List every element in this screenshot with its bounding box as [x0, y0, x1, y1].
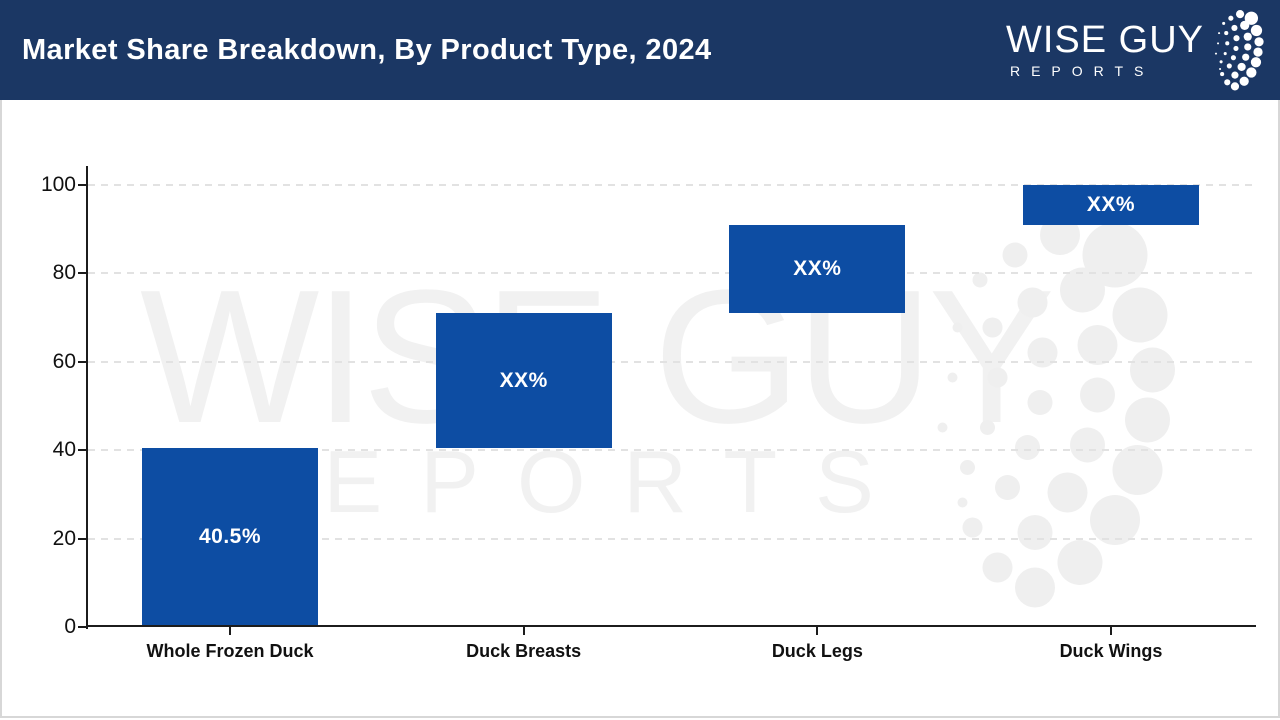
y-axis-line: [86, 166, 88, 629]
bar-Duck Legs: XX%: [729, 224, 906, 314]
gridline-20: [88, 537, 1256, 540]
bar-value-label: XX%: [1086, 192, 1136, 216]
gridline-60: [88, 360, 1256, 363]
y-tick-label: 0: [64, 615, 76, 638]
y-tick-label: 40: [52, 438, 76, 462]
x-axis-line: [86, 625, 1256, 627]
y-axis-tick-60: [78, 360, 88, 363]
y-axis-tick-20: [78, 537, 88, 540]
y-tick-label: 100: [40, 172, 76, 196]
y-axis-tick-80: [78, 272, 88, 275]
header-bar: Market Share Breakdown, By Product Type,…: [0, 0, 1280, 100]
bar-value-label: XX%: [499, 368, 548, 392]
logo-subtitle: REPORTS: [1009, 63, 1155, 79]
bar-value-label: 40.5%: [198, 525, 262, 549]
x-category-label: Duck Legs: [771, 641, 863, 661]
y-axis-tick-100: [78, 183, 88, 186]
logo-wordmark: WISE GUY: [1005, 19, 1204, 61]
card-border-right: [1278, 100, 1280, 718]
bar-Whole Frozen Duck: 40.5%: [142, 447, 318, 627]
watermark-subtitle: REPORTS: [222, 432, 912, 531]
y-tick-label: 60: [52, 349, 76, 373]
x-category-label: Duck Breasts: [466, 641, 582, 661]
bar-value-label: XX%: [793, 256, 842, 280]
x-category-label: Whole Frozen Duck: [146, 641, 314, 661]
bar-Duck Wings: XX%: [1023, 184, 1199, 225]
logo-text: WISE GUY REPORTS: [1006, 21, 1204, 79]
card-border-left: [0, 100, 2, 718]
gridline-80: [88, 272, 1256, 275]
x-axis-tick-1: [522, 627, 525, 635]
y-axis-tick-40: [78, 449, 88, 452]
y-tick-label: 80: [52, 261, 76, 285]
gridline-40: [88, 449, 1256, 452]
card-border-bottom: [0, 716, 1280, 718]
x-category-label: Duck Wings: [1059, 641, 1163, 661]
watermark-face-icon: [937, 215, 1175, 608]
y-tick-label: 20: [52, 526, 76, 550]
x-axis-tick-3: [1110, 627, 1112, 635]
bar-Duck Breasts: XX%: [435, 313, 612, 448]
logo-face-icon: [1214, 10, 1264, 91]
x-axis-tick-0: [229, 627, 231, 635]
chart-title: Market Share Breakdown, By Product Type,…: [22, 33, 712, 66]
gridline-100: [88, 183, 1256, 186]
brand-logo: WISE GUY REPORTS: [1006, 8, 1268, 92]
x-axis-tick-2: [816, 627, 819, 635]
y-axis-tick-0: [78, 626, 88, 628]
